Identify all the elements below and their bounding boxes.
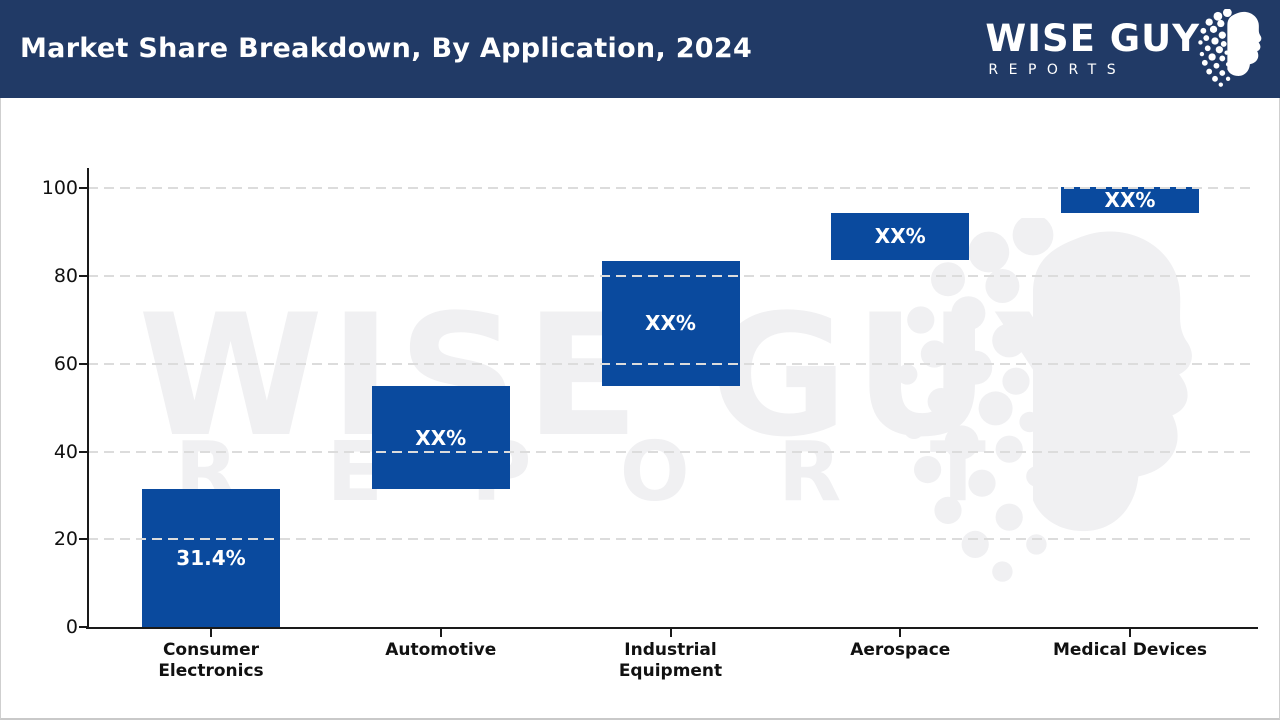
bar-value-label-2: XX% xyxy=(415,425,467,450)
bar-1 xyxy=(142,489,280,627)
y-tick-100 xyxy=(79,187,88,190)
logo-name: WISE GUY xyxy=(985,17,1200,60)
bar-value-label-5: XX% xyxy=(1104,187,1156,212)
gridline-60 xyxy=(88,362,1256,365)
x-tick-3 xyxy=(669,629,672,637)
y-tick-0 xyxy=(79,626,88,628)
category-label-2: Automotive xyxy=(385,640,497,660)
gridline-80 xyxy=(88,275,1256,278)
category-label-3: Industrial Equipment xyxy=(618,640,723,681)
category-label-4: Aerospace xyxy=(850,640,951,660)
y-tick-label-60: 60 xyxy=(53,352,78,375)
logo-text: WISE GUY REPORTS xyxy=(985,20,1200,78)
header-bar: Market Share Breakdown, By Application, … xyxy=(0,0,1280,98)
gridline-40 xyxy=(88,450,1256,453)
y-tick-60 xyxy=(79,362,88,365)
y-tick-40 xyxy=(79,450,88,453)
x-tick-1 xyxy=(210,629,212,637)
category-label-1: Consumer Electronics xyxy=(158,640,264,681)
x-tick-4 xyxy=(899,629,902,637)
bar-value-label-4: XX% xyxy=(874,224,926,249)
y-tick-80 xyxy=(79,275,88,278)
y-tick-label-100: 100 xyxy=(41,177,78,200)
category-label-5: Medical Devices xyxy=(1052,640,1207,660)
y-tick-label-40: 40 xyxy=(53,440,78,463)
y-tick-label-80: 80 xyxy=(53,265,78,288)
logo-subname: REPORTS xyxy=(988,62,1127,78)
y-tick-20 xyxy=(79,538,88,541)
gridline-100 xyxy=(88,187,1256,190)
y-tick-label-20: 20 xyxy=(53,528,78,551)
y-tick-label-0: 0 xyxy=(65,616,78,638)
bar-2 xyxy=(371,385,510,490)
bar-5 xyxy=(1061,187,1199,213)
x-tick-2 xyxy=(439,629,442,637)
bar-value-label-1: 31.4% xyxy=(176,546,246,571)
wise-guy-logo: WISE GUY REPORTS xyxy=(985,8,1268,90)
bar-3 xyxy=(601,260,740,386)
y-axis-line xyxy=(87,168,89,629)
bar-value-label-3: XX% xyxy=(645,311,696,336)
x-tick-5 xyxy=(1129,629,1131,637)
logo-face-icon xyxy=(1194,9,1268,89)
gridline-20 xyxy=(88,538,1256,541)
page-title: Market Share Breakdown, By Application, … xyxy=(20,33,753,64)
x-axis-line xyxy=(86,627,1258,629)
bar-4 xyxy=(831,212,970,260)
